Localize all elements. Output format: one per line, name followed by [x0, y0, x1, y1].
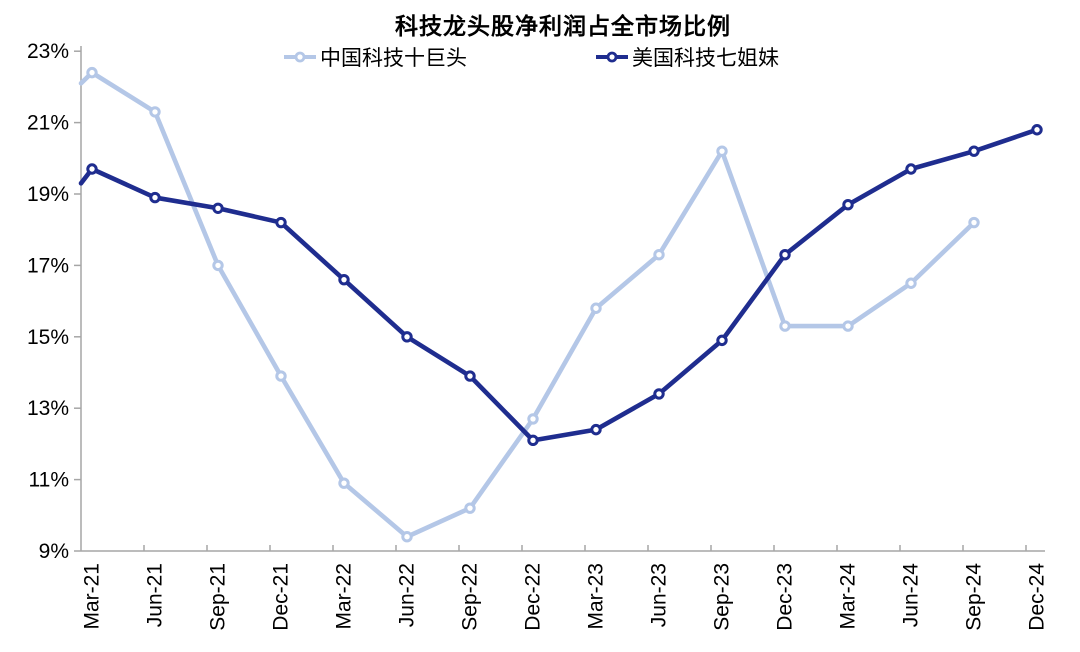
series-0-marker [968, 216, 980, 229]
series-0-marker [275, 370, 287, 382]
y-tick-label: 23% [27, 40, 69, 63]
legend-item-0: 中国科技十巨头 [283, 42, 467, 72]
series-0-marker [590, 302, 602, 314]
x-tick-label: Mar-23 [585, 563, 608, 630]
series-1-marker [653, 388, 665, 400]
chart-title: 科技龙头股净利润占全市场比例 [395, 13, 731, 39]
y-tick-label: 17% [27, 254, 69, 277]
series-0-marker [149, 106, 161, 118]
series-1-marker [401, 331, 413, 343]
x-tick-label: Jun-24 [900, 563, 923, 628]
y-tick-label: 15% [27, 326, 69, 349]
y-tick-label: 11% [29, 469, 69, 492]
legend-marker-icon [596, 51, 628, 63]
series-1-marker [1031, 124, 1043, 136]
series-1-marker [716, 334, 728, 347]
y-tick-label: 21% [27, 112, 69, 135]
legend-item-1: 美国科技七姐妹 [595, 42, 779, 72]
series-0-marker [527, 413, 539, 425]
series-1-marker [968, 145, 980, 157]
x-tick-label: Sep-23 [711, 563, 734, 631]
x-tick-label: Sep-24 [963, 563, 986, 631]
series-0-marker [779, 320, 791, 332]
series-0-marker [212, 259, 224, 272]
y-tick-label: 9% [39, 540, 69, 563]
legend-marker-icon [284, 51, 316, 63]
x-tick-label: Dec-24 [1026, 563, 1049, 631]
series-1-marker [905, 163, 917, 175]
x-tick-label: Sep-22 [459, 563, 482, 631]
x-tick-label: Jun-21 [144, 563, 167, 627]
x-tick-label: Dec-21 [270, 563, 293, 631]
legend-item-label: 中国科技十巨头 [320, 47, 467, 70]
x-tick-label: Mar-21 [81, 563, 104, 630]
series-0-marker [905, 277, 917, 289]
series-0-marker [338, 477, 350, 489]
x-tick-label: Sep-21 [207, 563, 230, 631]
series-line-0 [78, 70, 977, 540]
x-tick-label: Mar-22 [333, 563, 356, 630]
series-0-marker [716, 145, 728, 157]
x-tick-label: Jun-22 [396, 563, 419, 627]
series-1-marker [212, 202, 224, 214]
series-0-marker [86, 66, 98, 79]
series-1-marker [338, 273, 350, 286]
y-tick-label: 19% [27, 183, 69, 206]
series-1-marker [527, 434, 539, 447]
series-0-marker [842, 320, 854, 332]
y-tick-label: 13% [27, 397, 69, 420]
series-0-marker [653, 248, 665, 261]
series-1-marker [464, 370, 476, 382]
legend: 中国科技十巨头 美国科技七姐妹 [283, 44, 779, 70]
series-line-1 [78, 127, 1040, 443]
series-0-marker [464, 502, 476, 514]
x-tick-label: Dec-23 [774, 563, 797, 631]
legend-item-label: 美国科技七姐妹 [632, 47, 779, 70]
series-1-marker [590, 423, 602, 436]
series-1-marker [86, 163, 98, 175]
series-1-marker [842, 199, 854, 211]
series-0-marker [401, 531, 413, 543]
x-tick-label: Mar-24 [837, 563, 860, 630]
series-1-marker [275, 216, 287, 229]
x-tick-label: Jun-23 [648, 563, 671, 627]
x-tick-label: Dec-22 [522, 563, 545, 631]
series-1-marker [149, 191, 161, 204]
series-1-marker [779, 248, 791, 261]
